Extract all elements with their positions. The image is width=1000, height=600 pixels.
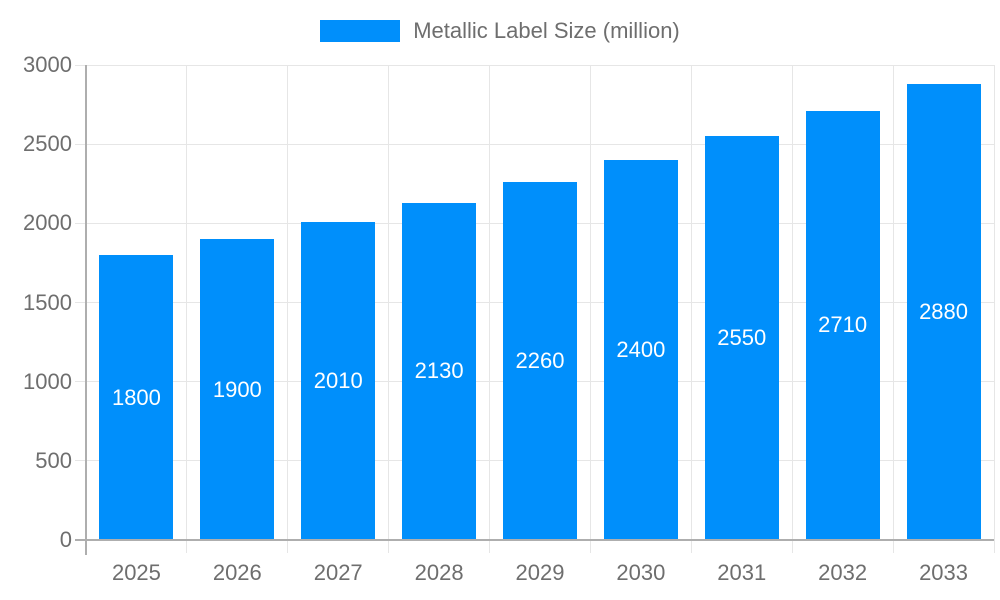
gridline-horizontal	[86, 143, 994, 145]
gridline-vertical	[892, 65, 894, 540]
bar-2032[interactable]	[805, 110, 880, 540]
x-axis-tick-label: 2026	[212, 560, 262, 585]
bar-value-label: 1900	[212, 376, 262, 402]
x-axis-tick	[690, 540, 692, 553]
y-axis-tick-label: 3000	[23, 52, 72, 77]
x-axis-tick-label: 2032	[818, 560, 868, 585]
x-axis-tick	[388, 540, 390, 553]
y-axis-tick-label: 2500	[23, 131, 72, 157]
y-axis-tick	[75, 143, 86, 145]
bar-value-label: 2130	[414, 358, 464, 384]
x-axis-tick	[892, 540, 894, 553]
x-axis-line	[75, 539, 994, 541]
gridline-vertical	[388, 65, 390, 540]
y-axis-tick-label: 0	[59, 527, 72, 552]
x-axis-tick	[589, 540, 591, 553]
gridline-vertical	[993, 65, 995, 540]
x-axis-tick	[489, 540, 491, 553]
gridline-vertical	[589, 65, 591, 540]
y-axis-tick	[75, 381, 86, 383]
x-axis-tick-label: 2025	[111, 560, 161, 585]
x-axis-tick-label: 2031	[717, 560, 767, 585]
bar-2028[interactable]	[402, 202, 477, 540]
y-axis-tick	[75, 64, 86, 66]
y-axis-tick-label: 1000	[23, 368, 72, 394]
x-axis-tick	[993, 540, 995, 553]
x-axis-tick-label: 2029	[515, 560, 565, 585]
gridline-vertical	[791, 65, 793, 540]
bar-2031[interactable]	[704, 136, 779, 540]
y-axis-tick	[75, 302, 86, 303]
legend-swatch	[320, 20, 401, 42]
bar-2029[interactable]	[503, 182, 577, 540]
bar-2030[interactable]	[603, 160, 678, 540]
legend[interactable]: Metallic Label Size (million)	[0, 18, 1000, 44]
x-axis-tick	[791, 540, 793, 553]
bar-2026[interactable]	[200, 239, 275, 540]
bar-value-label: 2260	[515, 348, 565, 374]
x-axis-tick-label: 2030	[616, 560, 666, 585]
gridline-vertical	[287, 65, 289, 540]
bar-2027[interactable]	[301, 221, 376, 540]
bar-value-label: 2550	[717, 325, 767, 351]
y-axis-tick-label: 2000	[23, 210, 72, 236]
bar-value-label: 2400	[616, 337, 666, 362]
bar-2033[interactable]	[906, 84, 981, 540]
gridline-vertical	[690, 65, 692, 540]
y-axis-tick	[75, 222, 86, 224]
x-axis-tick-label: 2027	[313, 560, 363, 585]
y-axis-tick-label: 500	[35, 447, 72, 473]
y-axis-tick-label: 1500	[23, 289, 72, 315]
gridline-vertical	[186, 65, 188, 540]
bar-2025[interactable]	[99, 255, 174, 540]
legend-label: Metallic Label Size (million)	[413, 18, 680, 43]
bar-value-label: 2010	[313, 367, 363, 393]
gridline-vertical	[489, 65, 491, 540]
y-axis-tick	[75, 460, 86, 462]
x-axis-tick-label: 2033	[919, 560, 969, 585]
bar-value-label: 1800	[111, 384, 161, 410]
bar-value-label: 2710	[818, 312, 868, 338]
x-axis-tick	[186, 540, 188, 553]
bar-value-label: 2880	[919, 299, 969, 324]
gridline-horizontal	[86, 64, 994, 66]
x-axis-tick-label: 2028	[414, 560, 464, 585]
y-axis-line	[85, 65, 87, 555]
x-axis-tick	[287, 540, 289, 553]
